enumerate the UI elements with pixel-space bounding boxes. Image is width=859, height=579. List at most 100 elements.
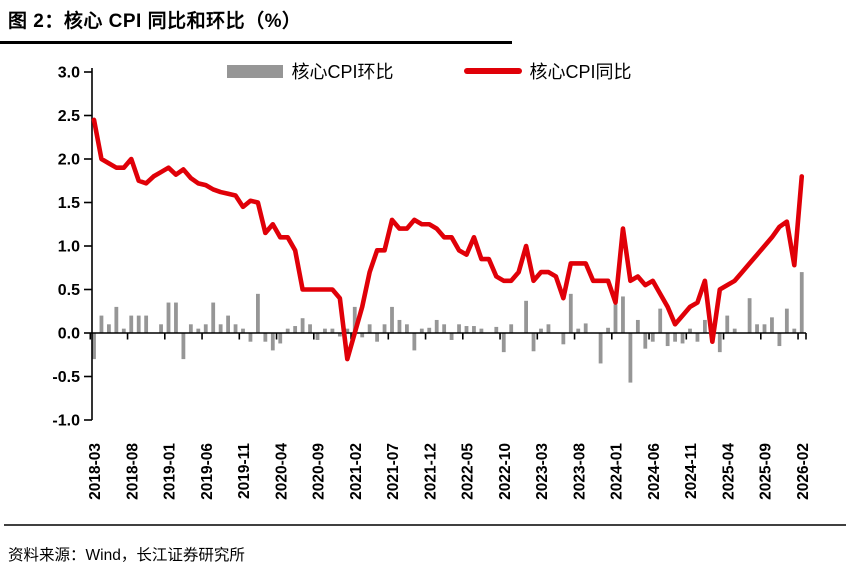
bar — [315, 333, 320, 340]
x-tick-label: 2020-09 — [311, 443, 328, 500]
x-tick-label: 2018-03 — [87, 443, 104, 500]
x-tick-label: 2023-08 — [571, 443, 588, 500]
y-tick-label: 0.5 — [58, 282, 80, 299]
legend-swatch-yoy-line — [463, 68, 522, 74]
bar — [613, 304, 618, 333]
bar — [725, 315, 730, 333]
bar — [784, 308, 789, 333]
bar — [732, 328, 737, 333]
bar — [390, 306, 394, 333]
bar — [337, 333, 342, 337]
bar — [181, 333, 186, 360]
bar — [412, 333, 417, 351]
bar — [479, 328, 484, 333]
bar — [457, 324, 461, 333]
bar — [308, 324, 312, 333]
bar — [658, 308, 663, 333]
bar — [121, 328, 126, 333]
x-tick-label: 2025-09 — [758, 443, 775, 500]
bar — [256, 293, 260, 333]
bar — [248, 333, 253, 342]
bar — [472, 326, 476, 333]
bar — [531, 333, 536, 352]
y-tick-labels: 3.0 2.5 2.0 1.5 1.0 0.5 0.0 -0.5 -1.0 — [52, 65, 80, 430]
chart-area: 3.0 2.5 2.0 1.5 1.0 0.5 0.0 -0.5 -1.0 2018-03 2018… — [0, 46, 859, 530]
bar — [449, 333, 454, 340]
bar — [323, 328, 327, 333]
title-underline — [0, 41, 512, 44]
bar — [442, 324, 447, 333]
y-tick-label: 0.0 — [58, 326, 80, 343]
bar — [583, 323, 588, 333]
bar — [218, 324, 223, 333]
figure-title: 图 2：核心 CPI 同比和环比（%） — [8, 11, 302, 32]
bar — [755, 324, 759, 333]
y-tick-label: -0.5 — [52, 369, 80, 386]
x-tick-label: 2018-08 — [124, 443, 141, 500]
bar — [166, 302, 171, 333]
bar — [285, 328, 290, 333]
bar — [211, 302, 216, 333]
x-tick-label: 2022-10 — [497, 443, 514, 500]
bar — [367, 324, 372, 333]
bar — [665, 333, 670, 347]
bar — [799, 272, 804, 333]
y-tick-label: 1.5 — [58, 195, 80, 212]
bar — [375, 333, 379, 342]
x-tick-label: 2019-01 — [162, 443, 179, 500]
y-tick-label: 2.0 — [58, 152, 80, 169]
bar — [360, 333, 365, 338]
bar — [680, 333, 685, 344]
bar — [606, 327, 610, 333]
bar — [561, 333, 566, 345]
bar — [792, 328, 797, 333]
x-tick-label: 2019-11 — [236, 443, 253, 499]
bar — [747, 298, 752, 333]
bar — [464, 326, 469, 333]
bar — [509, 324, 514, 333]
bar — [434, 319, 439, 333]
bar — [405, 324, 409, 333]
bar — [777, 333, 782, 347]
bar — [278, 333, 283, 344]
bar — [293, 326, 298, 333]
mom-bars — [92, 272, 804, 383]
bar — [159, 324, 163, 333]
bar — [92, 333, 96, 360]
bar — [114, 306, 119, 333]
bar — [174, 302, 178, 333]
x-tick-label: 2024-01 — [609, 443, 626, 500]
axes — [84, 68, 807, 421]
bar — [539, 328, 543, 333]
bar — [703, 319, 707, 333]
x-tick-labels: 2018-03 2018-08 2019-01 2019-06 2019-11 2020-… — [87, 443, 812, 500]
y-tick-label: 2.5 — [58, 108, 80, 125]
bar — [643, 333, 648, 349]
bar — [695, 333, 700, 342]
bar — [635, 319, 640, 333]
bar — [129, 315, 134, 333]
bar — [300, 318, 305, 333]
yoy-line — [91, 117, 805, 362]
source-note: 资料来源：Wind，长江证券研究所 — [8, 547, 245, 564]
bar — [621, 296, 625, 333]
bar — [241, 328, 245, 333]
x-tick-label: 2021-12 — [422, 443, 439, 500]
bar — [270, 333, 275, 351]
x-tick-label: 2023-03 — [534, 443, 551, 500]
x-tick-label: 2026-02 — [795, 443, 812, 500]
bar — [352, 306, 357, 333]
x-tick-label: 2024-06 — [646, 443, 663, 500]
bar — [226, 315, 230, 333]
legend-item-mom: 核心CPI环比 — [227, 58, 394, 84]
bar — [203, 324, 208, 333]
x-tick-label: 2019-06 — [199, 443, 216, 500]
x-tick-label: 2022-05 — [460, 443, 477, 500]
bar — [688, 328, 692, 333]
y-tick-label: 3.0 — [58, 65, 80, 82]
bar — [762, 324, 767, 333]
bar — [427, 327, 432, 333]
bar — [501, 333, 506, 353]
bar — [196, 328, 201, 333]
bar — [568, 293, 573, 333]
